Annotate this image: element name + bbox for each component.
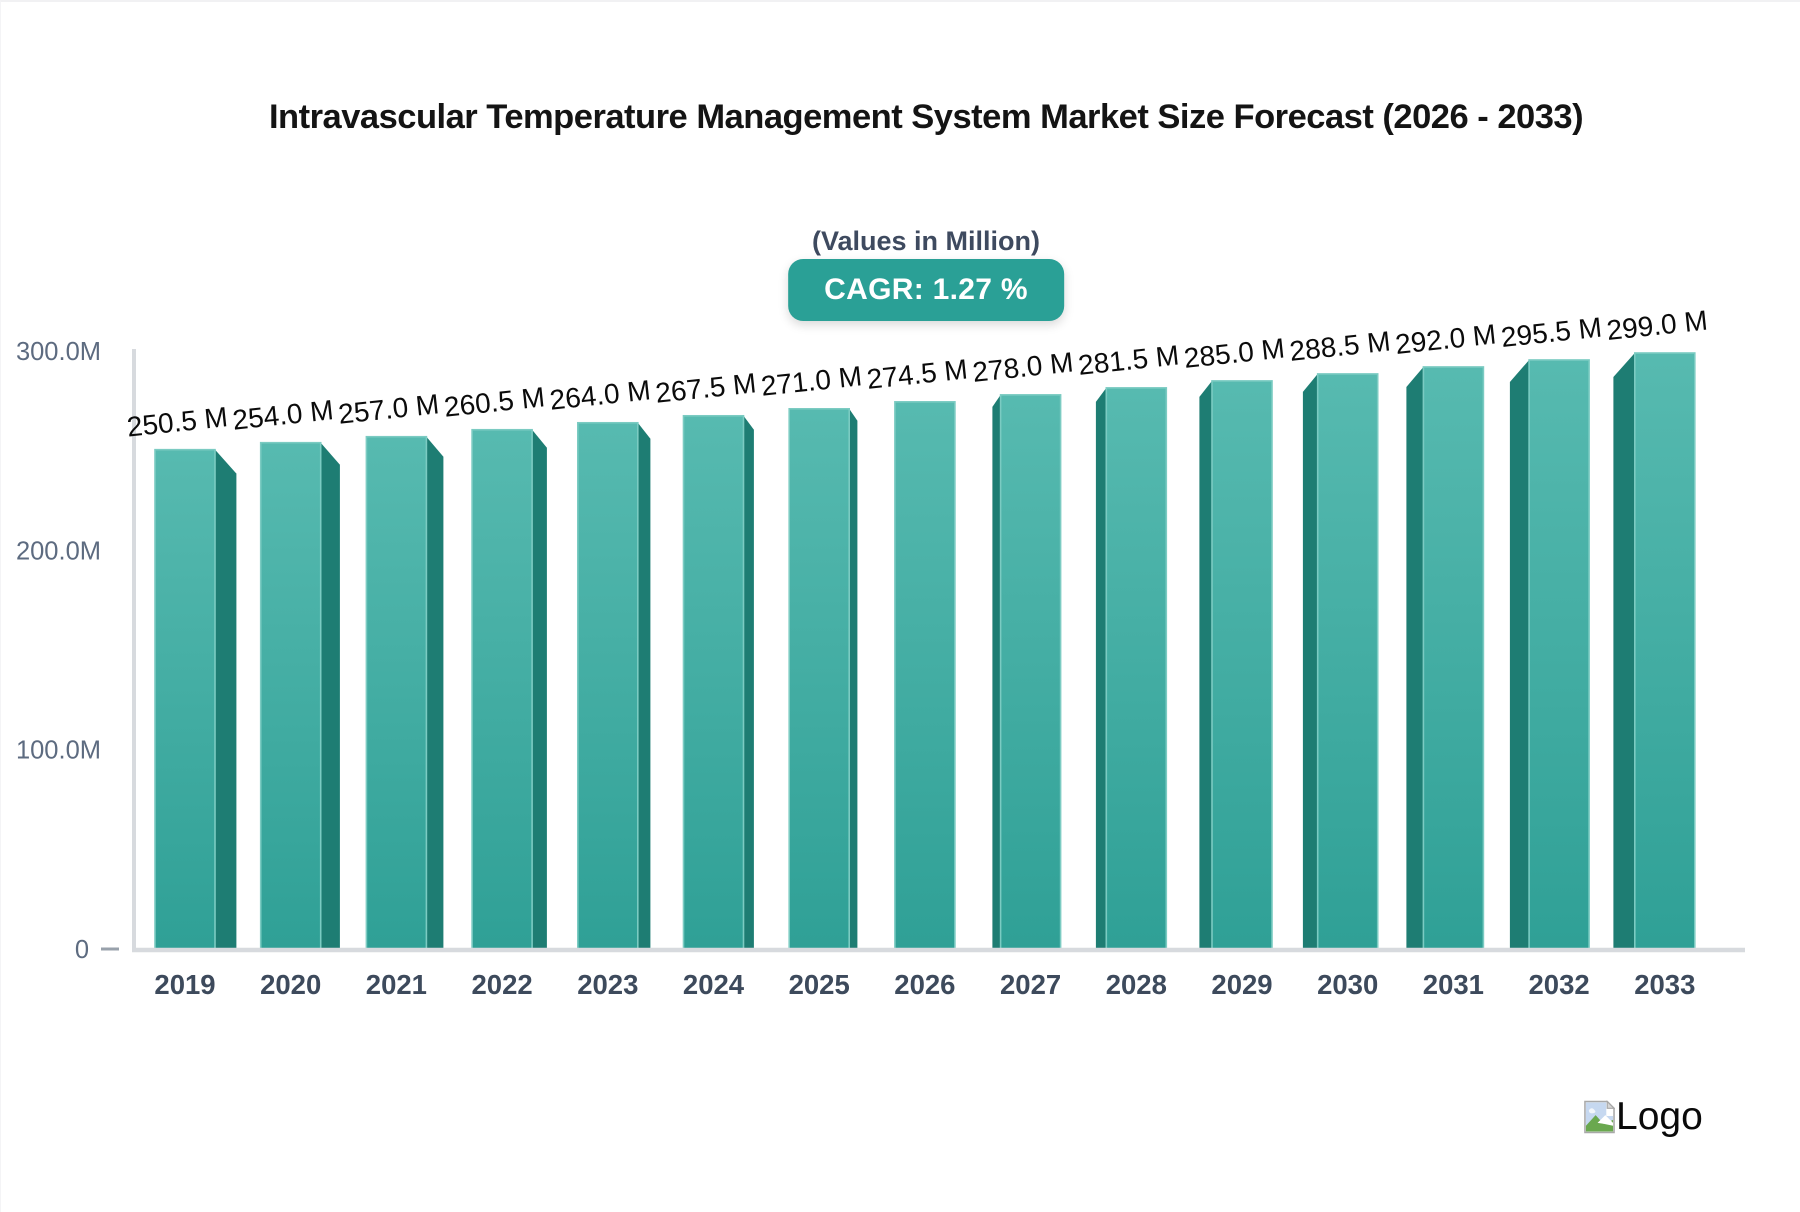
y-axis: 0 100.0M 200.0M 300.0M — [16, 338, 119, 964]
bar-side — [637, 422, 651, 949]
y-tick-label: 0 — [75, 936, 89, 964]
bar-value-label: 271.0 M — [760, 360, 864, 401]
bar-side — [1509, 359, 1530, 950]
bar-front — [1316, 373, 1379, 950]
bar-side — [1302, 373, 1318, 949]
chart-title: Intravascular Temperature Management Sys… — [268, 98, 1584, 136]
bar-group-2030[interactable]: 288.5 M — [1288, 325, 1392, 950]
bar-value-label: 285.0 M — [1182, 332, 1286, 373]
bar-value-label: 267.5 M — [654, 367, 758, 408]
bar-side — [215, 449, 237, 949]
bar-value-label: 264.0 M — [548, 374, 652, 415]
bar-side — [532, 429, 547, 949]
chart-subtitle: (Values in Million) — [811, 226, 1041, 256]
x-tick-label: 2030 — [1317, 969, 1378, 1000]
bar-front — [259, 441, 322, 950]
bar-group-2021[interactable]: 257.0 M — [337, 388, 444, 950]
bar-side — [1613, 352, 1635, 949]
x-tick-label: 2028 — [1106, 969, 1167, 1000]
bar-front — [1528, 359, 1590, 950]
x-tick-label: 2021 — [366, 969, 427, 1000]
bar-value-label: 292.0 M — [1394, 319, 1498, 360]
bar-side — [743, 415, 754, 949]
x-tick-label: 2027 — [1000, 969, 1061, 1000]
bar-side — [1199, 380, 1212, 949]
bar-value-label: 295.5 M — [1499, 312, 1603, 353]
bar-front — [999, 394, 1062, 950]
x-tick-label: 2022 — [472, 969, 533, 1000]
x-axis-labels: 2019 2020 2021 2022 2023 2024 2025 2026 2027 2028… — [154, 969, 1695, 1000]
x-tick-label: 2026 — [894, 969, 955, 1000]
bar-front — [788, 408, 851, 950]
bar-front — [365, 435, 428, 950]
y-tick-label: 300.0M — [16, 338, 101, 366]
bar-side — [992, 394, 1001, 949]
bar-front — [1422, 366, 1485, 950]
bar-value-label: 274.5 M — [865, 353, 969, 394]
bar-front — [576, 421, 639, 950]
bar-group-2020[interactable]: 254.0 M — [231, 394, 340, 950]
bar-side — [426, 436, 444, 949]
bar-side — [320, 442, 340, 949]
x-tick-label: 2029 — [1211, 969, 1272, 1000]
x-tick-label: 2032 — [1529, 969, 1590, 1000]
bar-group-2024[interactable]: 267.5 M — [654, 367, 758, 950]
x-tick-label: 2025 — [789, 969, 850, 1000]
bar-front — [894, 401, 956, 950]
bar-front — [1105, 387, 1168, 950]
bar-group-2032[interactable]: 295.5 M — [1499, 312, 1603, 950]
bar-value-label: 250.5 M — [125, 401, 229, 442]
bar-value-label: 260.5 M — [442, 381, 546, 422]
x-tick-label: 2020 — [260, 969, 321, 1000]
bar-front — [682, 414, 745, 950]
bar-front — [154, 448, 216, 950]
bar-value-label: 278.0 M — [971, 346, 1075, 387]
bar-group-2026[interactable]: 274.5 M — [865, 353, 969, 950]
bar-value-label: 254.0 M — [231, 394, 335, 435]
x-tick-label: 2033 — [1634, 969, 1695, 1000]
bar-group-2029[interactable]: 285.0 M — [1182, 332, 1286, 950]
bar-front — [1211, 380, 1273, 950]
bar-value-label: 288.5 M — [1288, 325, 1392, 366]
bar-group-2033[interactable]: 299.0 M — [1605, 305, 1709, 950]
bar-group-2019[interactable]: 250.5 M — [125, 401, 237, 950]
logo-footer: Logo — [1584, 1095, 1703, 1139]
bar-group-2025[interactable]: 271.0 M — [760, 360, 864, 950]
y-tick-label: 200.0M — [16, 537, 101, 565]
x-tick-label: 2023 — [577, 969, 638, 1000]
bar-front — [1634, 352, 1696, 950]
bar-front — [471, 428, 533, 950]
logo-alt-text: Logo — [1616, 1095, 1703, 1138]
bar-side — [849, 408, 858, 950]
bar-value-label: 257.0 M — [337, 388, 441, 429]
bar-group-2031[interactable]: 292.0 M — [1394, 319, 1498, 950]
y-tick-label: 100.0M — [16, 737, 101, 765]
bar-side — [1406, 366, 1424, 949]
bar-group-2027[interactable]: 278.0 M — [971, 346, 1075, 950]
bar-value-label: 299.0 M — [1605, 305, 1709, 346]
bar-group-2023[interactable]: 264.0 M — [548, 374, 652, 950]
bar-value-label: 281.5 M — [1077, 339, 1181, 380]
bar-group-2022[interactable]: 260.5 M — [442, 381, 547, 950]
x-tick-label: 2024 — [683, 969, 745, 1000]
bar-side — [1095, 387, 1107, 949]
cagr-badge: CAGR: 1.27 % — [788, 259, 1064, 321]
x-tick-label: 2031 — [1423, 969, 1484, 1000]
x-tick-label: 2019 — [154, 969, 215, 1000]
broken-image-icon — [1584, 1100, 1615, 1134]
bar-group-2028[interactable]: 281.5 M — [1077, 339, 1181, 950]
